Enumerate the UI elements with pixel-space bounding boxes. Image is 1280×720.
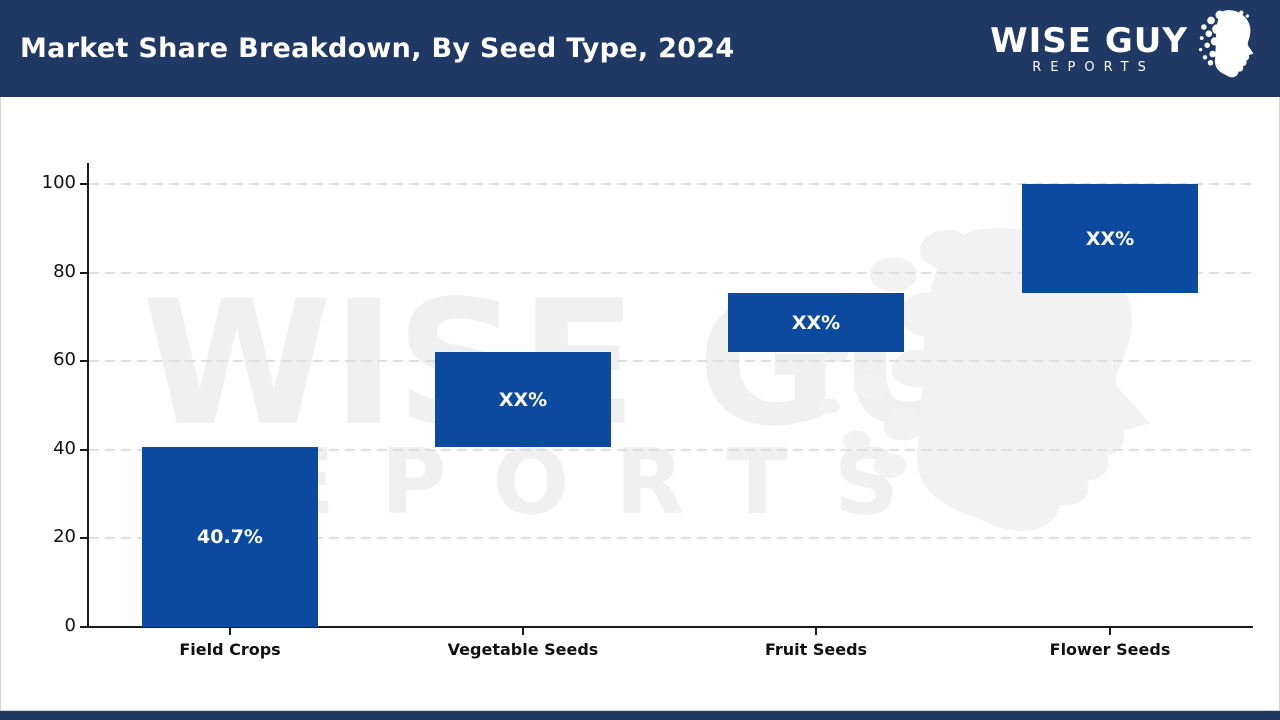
logo-subtitle: REPORTS <box>1032 59 1155 75</box>
gridline-40 <box>89 448 1253 451</box>
x-axis-label-flower-seeds: Flower Seeds <box>1049 640 1171 659</box>
logo-face-icon <box>1198 10 1254 78</box>
bar-value-label: XX% <box>498 388 548 411</box>
gridline-60 <box>89 360 1253 363</box>
x-tick-mark <box>815 628 817 635</box>
x-tick-mark <box>522 628 524 635</box>
bar-value-label: 40.7% <box>197 525 263 548</box>
gridline-20 <box>89 537 1253 540</box>
logo-text: WISE GUY REPORTS <box>990 24 1188 74</box>
y-tick-mark <box>80 537 88 540</box>
y-axis-line <box>87 163 89 628</box>
page-title: Market Share Breakdown, By Seed Type, 20… <box>20 33 735 64</box>
bar-value-label: XX% <box>791 311 841 334</box>
y-tick-mark <box>80 360 88 363</box>
x-axis-label-field-crops: Field Crops <box>179 640 281 659</box>
x-axis-label-vegetable-seeds: Vegetable Seeds <box>447 640 599 659</box>
footer-bar <box>0 711 1280 720</box>
y-tick-label: 100 <box>41 172 76 193</box>
y-tick-label: 60 <box>53 349 76 371</box>
x-tick-mark <box>229 628 231 635</box>
bar-flower-seeds: XX% <box>1022 184 1198 294</box>
bar-value-label: XX% <box>1085 227 1135 250</box>
y-tick-label: 0 <box>64 615 76 636</box>
y-tick-label: 20 <box>53 526 76 548</box>
bar-field-crops: 40.7% <box>142 446 318 627</box>
bar-fruit-seeds: XX% <box>728 293 904 353</box>
wiseguy-logo: WISE GUY REPORTS <box>990 7 1260 90</box>
y-tick-mark <box>80 626 88 628</box>
y-tick-mark <box>80 448 88 451</box>
x-axis-label-fruit-seeds: Fruit Seeds <box>764 640 868 659</box>
y-tick-label: 80 <box>53 260 76 282</box>
y-tick-label: 40 <box>53 437 76 459</box>
logo-wordmark: WISE GUY <box>990 20 1188 61</box>
x-tick-mark <box>1109 628 1111 635</box>
y-tick-mark <box>80 271 88 274</box>
x-axis-line <box>87 626 1253 628</box>
gridline-80 <box>89 271 1253 274</box>
gridline-100 <box>89 183 1253 185</box>
y-tick-mark <box>80 183 88 185</box>
header: Market Share Breakdown, By Seed Type, 20… <box>0 0 1280 97</box>
bar-vegetable-seeds: XX% <box>435 352 611 447</box>
